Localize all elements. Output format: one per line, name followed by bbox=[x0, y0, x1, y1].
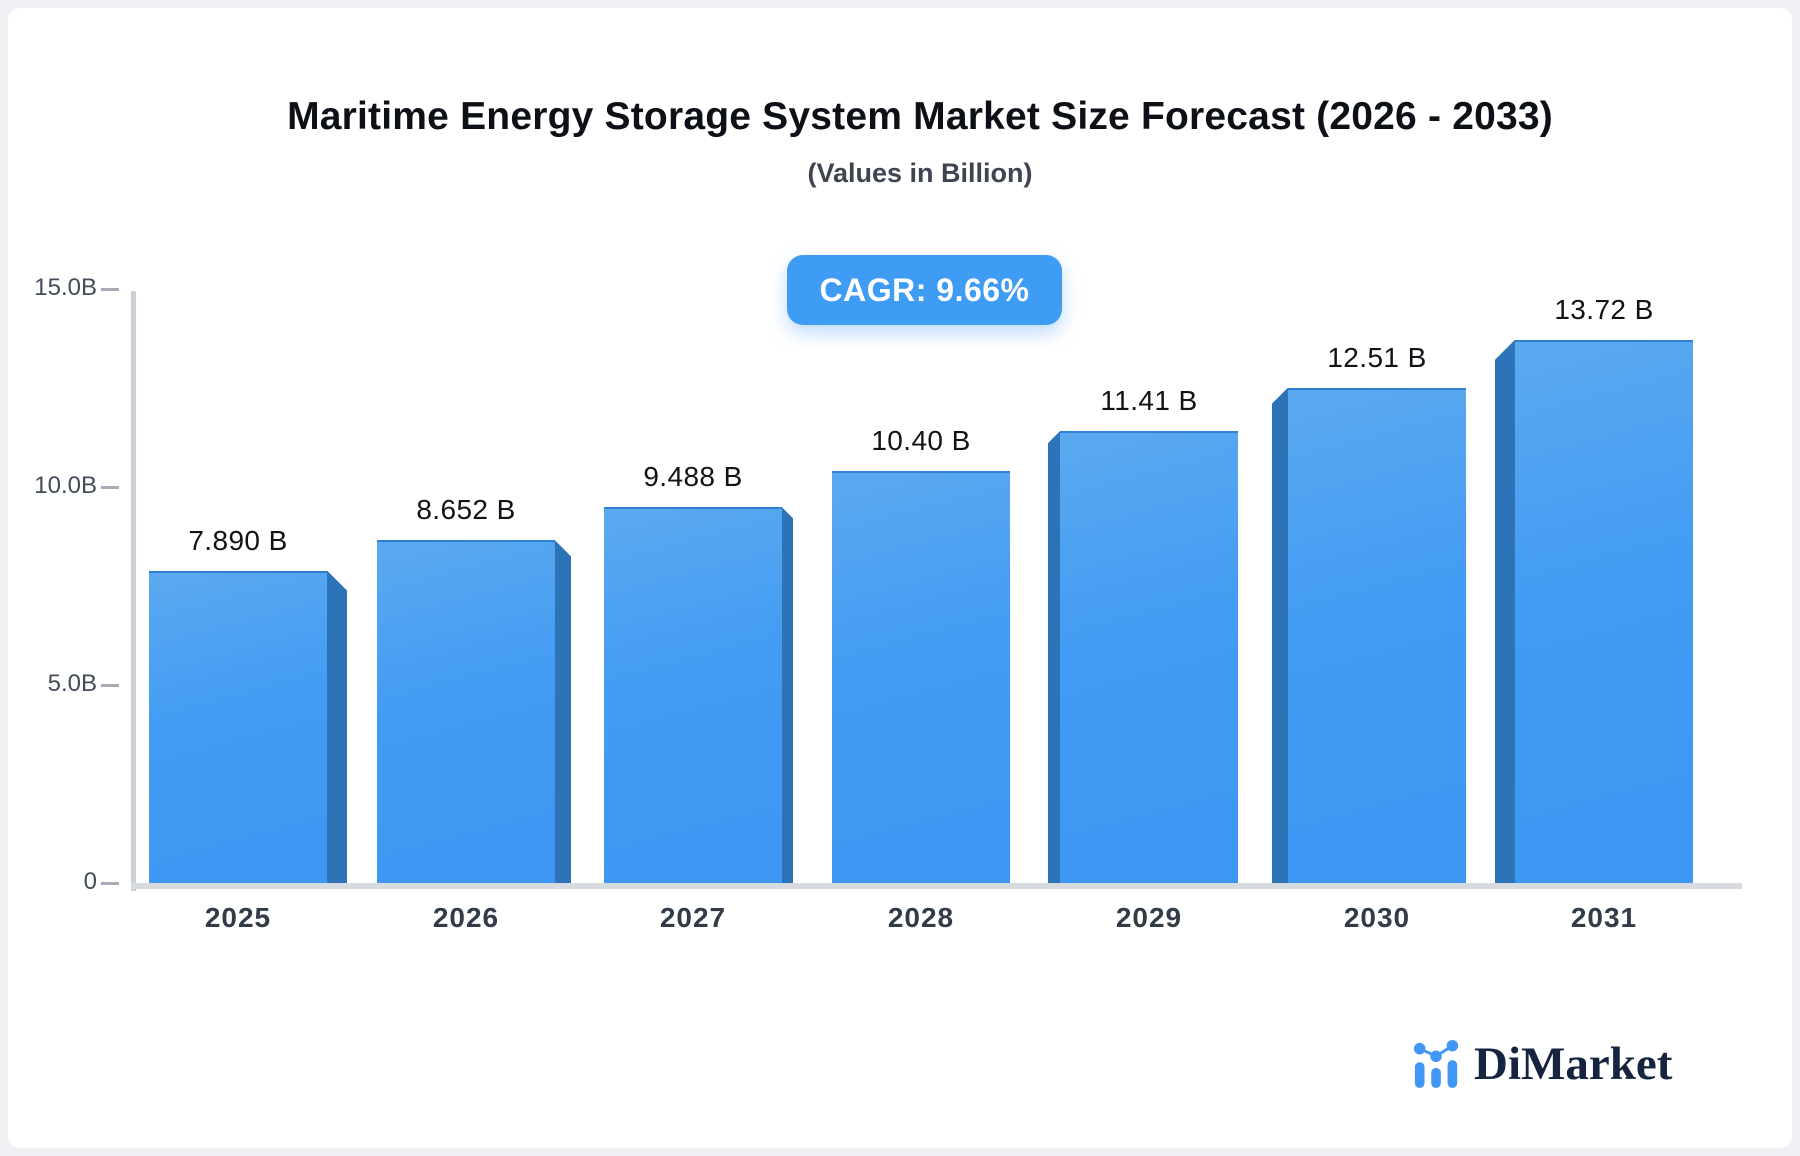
bar-value-label: 7.890 B bbox=[188, 524, 288, 556]
bar-side-face bbox=[327, 570, 347, 883]
bar-side-face bbox=[555, 540, 571, 883]
bar-chart-logo-icon bbox=[1413, 1039, 1459, 1089]
cagr-badge: CAGR: 9.66% bbox=[787, 255, 1062, 325]
bar-2027[interactable] bbox=[604, 507, 782, 883]
bar-2030[interactable] bbox=[1288, 387, 1466, 883]
bar-value-label: 8.652 B bbox=[416, 494, 516, 526]
x-axis-label-2030: 2030 bbox=[1343, 902, 1411, 933]
bar-2026[interactable] bbox=[377, 540, 555, 883]
bar-value-label: 9.488 B bbox=[643, 461, 743, 493]
y-axis-tick-label: 10.0B bbox=[34, 472, 97, 499]
bar-side-face bbox=[1048, 431, 1060, 883]
y-axis-tick-mark bbox=[101, 288, 119, 291]
x-axis-label-2026: 2026 bbox=[432, 902, 500, 933]
bar-side-face bbox=[1272, 387, 1288, 883]
bar-2031[interactable] bbox=[1515, 339, 1693, 883]
brand-logo-text: DiMarket bbox=[1474, 1038, 1673, 1090]
bar-value-label: 10.40 B bbox=[871, 425, 971, 457]
bar-2029[interactable] bbox=[1060, 431, 1238, 883]
x-axis-label-2029: 2029 bbox=[1115, 902, 1183, 933]
y-axis-tick-mark bbox=[101, 486, 119, 489]
page-title: Maritime Energy Storage System Market Si… bbox=[287, 95, 1553, 138]
bar-value-label: 12.51 B bbox=[1327, 341, 1427, 373]
bar-2028[interactable] bbox=[832, 471, 1010, 883]
cagr-badge-label: CAGR: 9.66% bbox=[819, 271, 1030, 308]
x-axis-label-2028: 2028 bbox=[887, 902, 955, 933]
x-axis-label-2031: 2031 bbox=[1570, 902, 1638, 933]
y-axis-tick-mark bbox=[101, 684, 119, 687]
bar-side-face bbox=[782, 507, 793, 883]
bar-side-face bbox=[1495, 339, 1515, 883]
y-axis-line bbox=[131, 291, 136, 891]
brand-logo: DiMarket bbox=[1412, 1038, 1672, 1090]
y-axis-tick-label: 15.0B bbox=[34, 274, 97, 301]
x-axis-baseline bbox=[131, 883, 1742, 889]
chart-subtitle: (Values in Billion) bbox=[807, 158, 1033, 188]
bar-value-label: 11.41 B bbox=[1100, 385, 1198, 417]
x-axis-label-2027: 2027 bbox=[659, 902, 727, 933]
y-axis-tick-label: 5.0B bbox=[47, 670, 97, 697]
x-axis-label-2025: 2025 bbox=[204, 902, 272, 933]
bar-2025[interactable] bbox=[149, 570, 327, 883]
y-axis-tick-label: 0 bbox=[83, 868, 97, 895]
y-axis-tick-mark bbox=[101, 882, 119, 885]
bar-value-label: 13.72 B bbox=[1554, 293, 1654, 325]
